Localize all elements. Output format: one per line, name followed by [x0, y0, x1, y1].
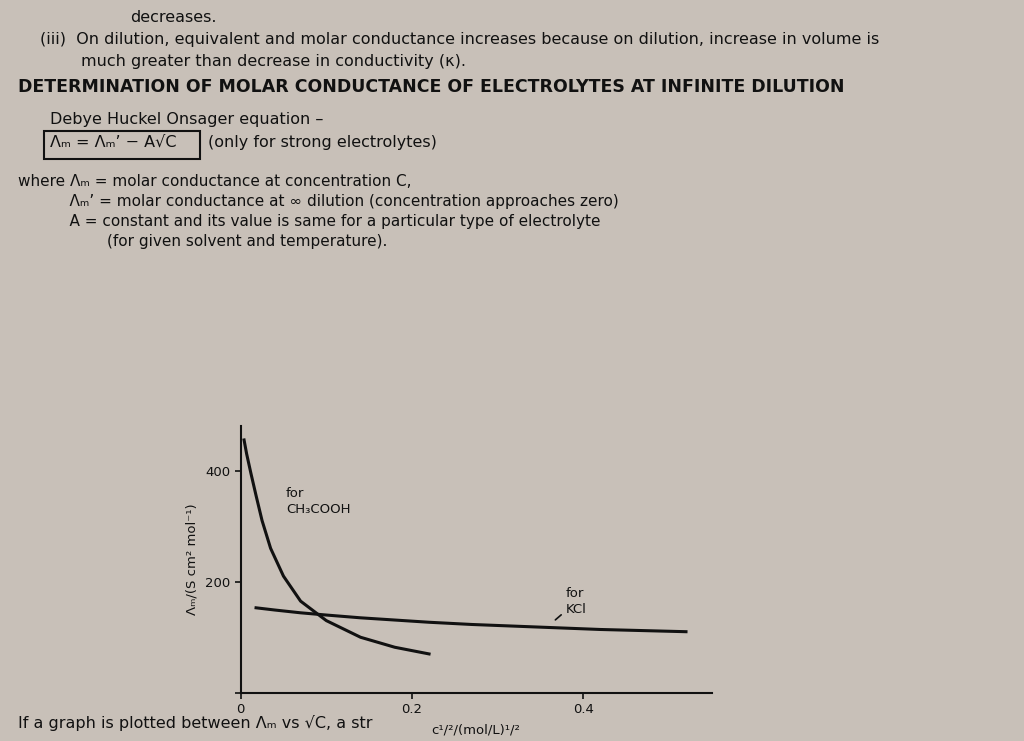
Y-axis label: Λₘ/(S cm² mol⁻¹): Λₘ/(S cm² mol⁻¹)	[185, 504, 198, 615]
Text: for
CH₃COOH: for CH₃COOH	[286, 488, 350, 516]
Text: much greater than decrease in conductivity (κ).: much greater than decrease in conductivi…	[40, 54, 466, 69]
Text: Λₘ’ = molar conductance at ∞ dilution (concentration approaches zero): Λₘ’ = molar conductance at ∞ dilution (c…	[50, 194, 618, 209]
Text: decreases.: decreases.	[130, 10, 216, 25]
Text: (iii)  On dilution, equivalent and molar conductance increases because on diluti: (iii) On dilution, equivalent and molar …	[40, 32, 880, 47]
Text: A = constant and its value is same for a particular type of electrolyte: A = constant and its value is same for a…	[50, 214, 600, 229]
Text: DETERMINATION OF MOLAR CONDUCTANCE OF ELECTROLYTES AT INFINITE DILUTION: DETERMINATION OF MOLAR CONDUCTANCE OF EL…	[18, 78, 845, 96]
Text: (only for strong electrolytes): (only for strong electrolytes)	[208, 135, 437, 150]
Text: Λₘ = Λₘ’ − A√C: Λₘ = Λₘ’ − A√C	[50, 135, 176, 150]
Text: (for given solvent and temperature).: (for given solvent and temperature).	[68, 234, 387, 249]
Text: Debye Huckel Onsager equation –: Debye Huckel Onsager equation –	[50, 112, 324, 127]
FancyBboxPatch shape	[44, 131, 200, 159]
Text: where Λₘ = molar conductance at concentration C,: where Λₘ = molar conductance at concentr…	[18, 174, 412, 189]
Text: for
KCl: for KCl	[555, 587, 587, 620]
X-axis label: c¹/²/(mol/L)¹/²: c¹/²/(mol/L)¹/²	[432, 723, 520, 737]
Text: If a graph is plotted between Λₘ vs √C, a str: If a graph is plotted between Λₘ vs √C, …	[18, 715, 373, 731]
